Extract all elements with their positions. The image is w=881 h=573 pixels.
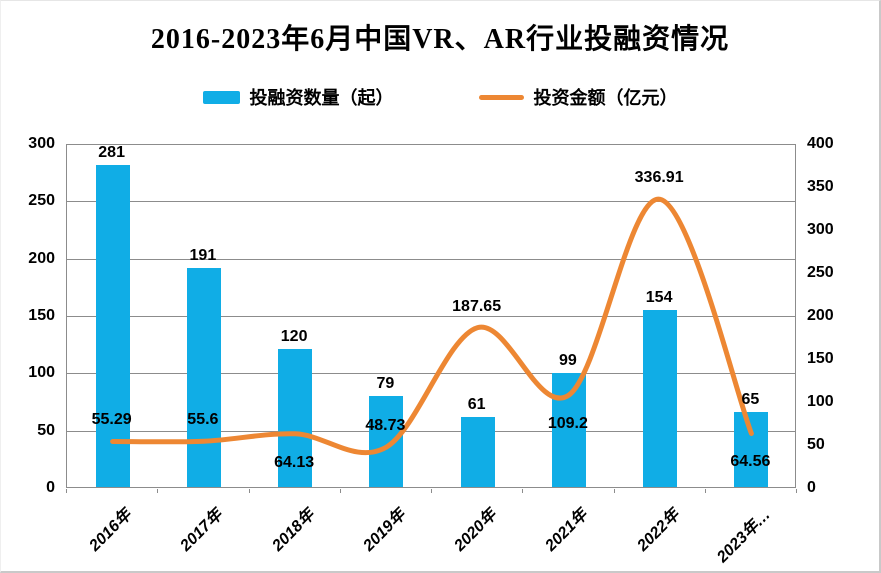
right-axis-tick-label: 100: [807, 393, 834, 410]
gridline: [67, 201, 795, 203]
right-axis-tick-label: 300: [807, 221, 834, 238]
legend-label-line-series: 投资金额（亿元）: [533, 88, 678, 108]
line-value-label: 64.56: [730, 453, 771, 471]
left-axis-tick-label: 0: [46, 479, 55, 496]
left-axis-tick-label: 150: [28, 307, 55, 324]
x-axis-tick: [704, 489, 706, 493]
x-axis-label: 2023年…: [713, 506, 774, 567]
bar-value-label: 65: [741, 391, 760, 409]
x-axis-label: 2021年: [542, 506, 592, 555]
x-axis-tick: [796, 489, 797, 493]
line-series: [110, 196, 754, 455]
right-axis-tick-label: 250: [807, 264, 834, 281]
x-axis-tick: [613, 489, 615, 493]
right-axis-tick-label: 0: [807, 479, 816, 496]
gridline: [67, 373, 795, 375]
legend-item-line-series: 投资金额（亿元）: [478, 84, 678, 110]
x-axis-tick: [66, 489, 67, 493]
left-axis-tick-label: 250: [28, 192, 55, 210]
chart-title: 2016-2023年6月中国VR、AR行业投融资情况: [150, 24, 730, 55]
line-value-label: 55.6: [187, 411, 219, 429]
legend: 投融资数量（起） 投资金额（亿元）: [1, 84, 879, 110]
right-axis-tick-label: 400: [807, 135, 834, 152]
x-axis-tick: [522, 489, 524, 493]
line-value-label: 336.91: [634, 169, 684, 187]
x-axis-label: 2016年: [86, 506, 135, 555]
legend-label-bar-series: 投融资数量（起）: [249, 88, 394, 108]
bar: [369, 396, 404, 487]
bar-series-swatch-icon: [202, 90, 240, 104]
plot-area: [66, 144, 796, 488]
right-axis-tick-label: 200: [807, 307, 834, 324]
bar-value-label: 120: [280, 328, 308, 346]
x-axis-label: 2020年: [451, 506, 500, 555]
line-value-label: 55.29: [91, 411, 132, 429]
bar-value-label: 99: [558, 352, 577, 370]
line-value-label: 187.65: [452, 297, 502, 315]
line-value-label: 48.73: [365, 417, 406, 435]
bar: [186, 268, 221, 487]
x-axis-tick: [339, 489, 341, 493]
x-axis-tick: [157, 489, 159, 493]
line-series-swatch-icon: [478, 94, 524, 100]
bar-value-label: 281: [98, 143, 125, 161]
x-axis-label: 2019年: [360, 506, 409, 555]
bar-value-label: 191: [189, 246, 217, 264]
bar: [460, 417, 495, 487]
right-axis-tick-label: 150: [807, 350, 834, 367]
right-axis-tick-label: 50: [807, 436, 825, 453]
bar-value-label: 61: [467, 396, 486, 414]
bar: [643, 310, 678, 487]
gridline: [67, 430, 795, 432]
x-axis-label: 2017年: [177, 506, 227, 555]
bar-value-label: 154: [645, 289, 673, 307]
bar: [734, 412, 769, 487]
legend-item-bar-series: 投融资数量（起）: [202, 84, 394, 110]
right-axis-tick-label: 350: [807, 178, 834, 195]
bar: [95, 164, 130, 487]
left-axis-tick-label: 50: [37, 421, 55, 439]
left-axis-tick-label: 100: [28, 364, 55, 382]
x-axis-label: 2022年: [633, 506, 683, 555]
left-axis-tick-label: 200: [28, 249, 55, 267]
x-axis-tick: [431, 489, 432, 493]
x-axis-label: 2018年: [268, 506, 318, 555]
left-axis-tick-label: 300: [28, 135, 55, 152]
bar-value-label: 79: [376, 375, 395, 393]
line-value-label: 109.2: [547, 415, 588, 433]
line-value-label: 64.13: [274, 453, 315, 471]
x-axis-tick: [248, 489, 250, 493]
